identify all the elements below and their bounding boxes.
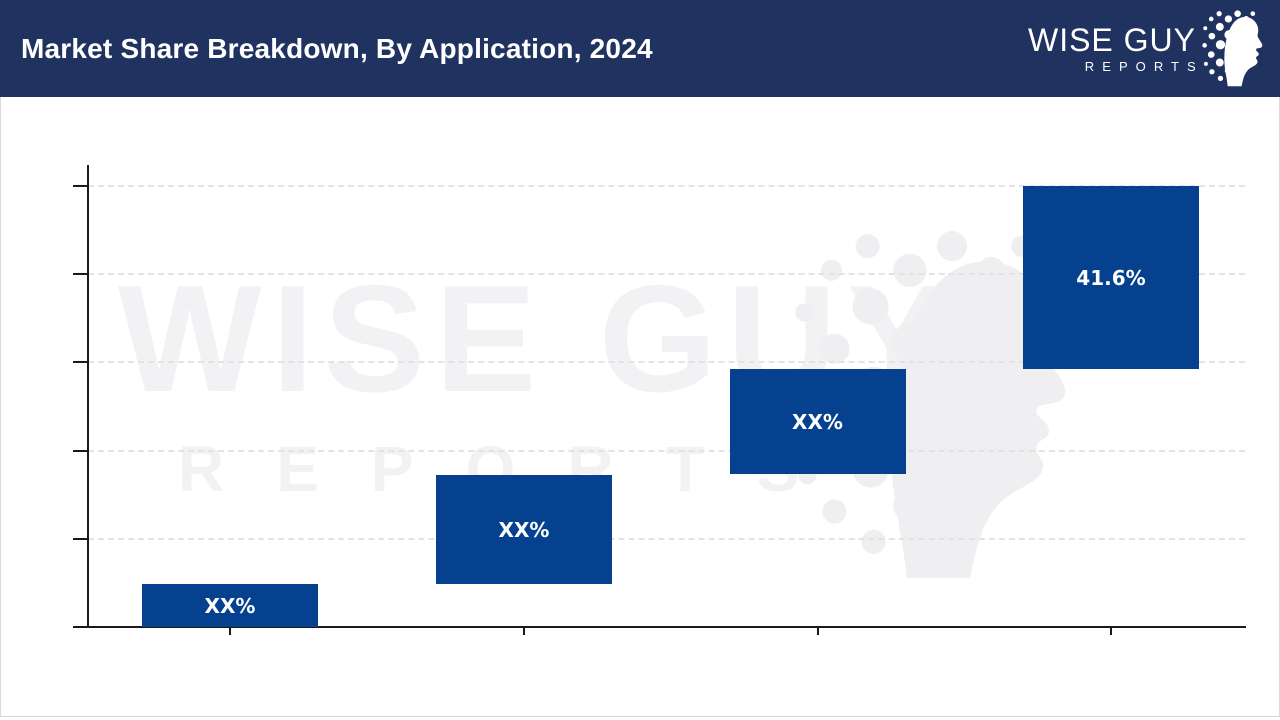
bar-residential: 41.6%	[1023, 186, 1199, 370]
bar-value-label-residential: 41.6%	[1076, 265, 1146, 290]
bar-value-label-commercial: XX%	[498, 517, 550, 542]
y-tick-mark-20	[73, 537, 88, 540]
gridline-80	[88, 273, 1245, 276]
x-tick-mark-residential	[1110, 628, 1112, 635]
header: Market Share Breakdown, By Application, …	[0, 0, 1280, 97]
bar-commercial: XX%	[436, 475, 612, 585]
wiseguy-logo: WISE GUY REPORTS	[1028, 8, 1266, 88]
x-tick-mark-utilities	[229, 628, 231, 635]
x-axis-line	[87, 626, 1246, 628]
chart-title: Market Share Breakdown, By Application, …	[21, 32, 653, 64]
frame-bottom-line	[0, 716, 1280, 717]
y-tick-mark-40	[73, 449, 88, 452]
gridline-100	[88, 185, 1245, 187]
x-tick-mark-commercial	[523, 628, 525, 635]
y-tick-mark-80	[73, 273, 88, 276]
y-tick-mark-100	[73, 185, 88, 187]
y-axis-line	[87, 165, 89, 628]
y-tick-mark-60	[73, 361, 88, 364]
gridline-20	[88, 537, 1245, 540]
frame-left-line	[0, 97, 1, 717]
gridline-40	[88, 449, 1245, 452]
x-tick-mark-industrial	[816, 628, 819, 635]
gridline-60	[88, 361, 1245, 364]
logo-wordmark: WISE GUY	[1027, 21, 1196, 58]
bar-utilities: XX%	[142, 584, 318, 627]
logo-subtitle: REPORTS	[1084, 58, 1204, 74]
logo-text: WISE GUY REPORTS	[1028, 24, 1196, 73]
bar-value-label-industrial: XX%	[792, 409, 843, 434]
logo-face-dots-icon	[1200, 8, 1266, 88]
bar-industrial: XX%	[729, 369, 906, 474]
bar-value-label-utilities: XX%	[204, 593, 256, 618]
y-tick-mark-0	[73, 626, 88, 628]
